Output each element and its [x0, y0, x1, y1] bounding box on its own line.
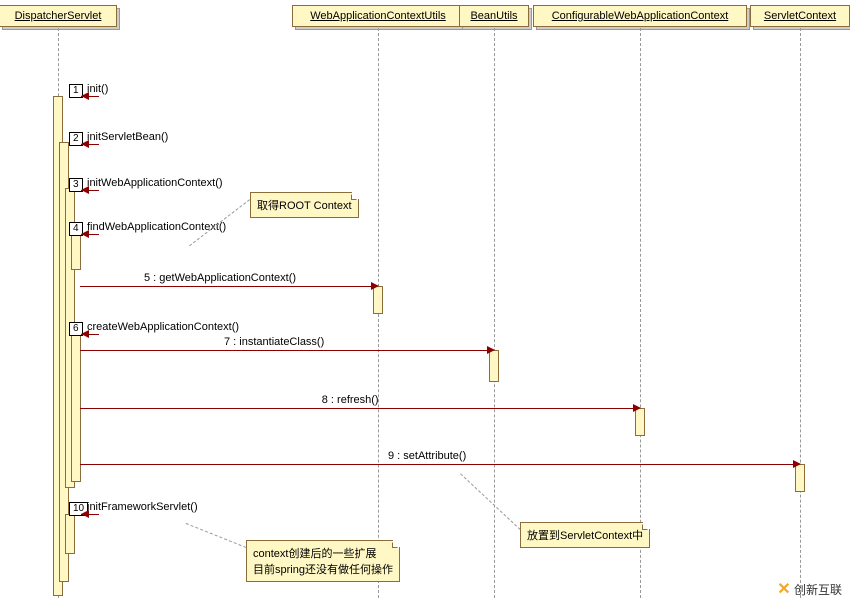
activation-p1	[373, 286, 383, 314]
activation-p3	[635, 408, 645, 436]
msg-label-10: initFrameworkServlet()	[87, 501, 198, 513]
msg-label-5: 5 : getWebApplicationContext()	[144, 272, 296, 284]
msg-label-1: init()	[87, 83, 108, 95]
msg-label-7: 7 : instantiateClass()	[224, 336, 324, 348]
activation-p0	[71, 234, 81, 270]
activation-p2	[489, 350, 499, 382]
lifeline-p3	[640, 28, 641, 598]
msg-arrow-8	[633, 404, 641, 412]
participant-p0: DispatcherServlet	[0, 5, 117, 27]
note3-link	[186, 523, 246, 548]
msg-8	[80, 408, 635, 409]
self-arrow-3	[81, 186, 89, 194]
msg-label-2: initServletBean()	[87, 131, 168, 143]
msg-arrow-5	[371, 282, 379, 290]
msg-arrow-9	[793, 460, 801, 468]
msg-label-8: 8 : refresh()	[322, 394, 379, 406]
msg-label-6: createWebApplicationContext()	[87, 321, 239, 333]
lifeline-p2	[494, 28, 495, 598]
note1: 取得ROOT Context	[250, 192, 359, 218]
msg-7	[80, 350, 489, 351]
note2-link	[460, 473, 521, 530]
self-arrow-1	[81, 92, 89, 100]
participant-p3: ConfigurableWebApplicationContext	[533, 5, 747, 27]
msg-label-9: 9 : setAttribute()	[388, 450, 466, 462]
participant-p1: WebApplicationContextUtils	[292, 5, 464, 27]
activation-p4	[795, 464, 805, 492]
msg-arrow-7	[487, 346, 495, 354]
self-arrow-10	[81, 510, 89, 518]
self-arrow-6	[81, 330, 89, 338]
msg-label-4: findWebApplicationContext()	[87, 221, 226, 233]
participant-p4: ServletContext	[750, 5, 850, 27]
lifeline-p4	[800, 28, 801, 598]
self-arrow-2	[81, 140, 89, 148]
note2: 放置到ServletContext中	[520, 522, 650, 548]
msg-label-3: initWebApplicationContext()	[87, 177, 223, 189]
participant-p2: BeanUtils	[459, 5, 529, 27]
activation-p0	[71, 332, 81, 482]
msg-5	[80, 286, 373, 287]
logo-text: 创新互联	[794, 583, 842, 597]
msg-9	[80, 464, 795, 465]
activation-p0	[65, 514, 75, 554]
watermark-logo: ✕ 创新互联	[777, 579, 842, 599]
self-arrow-4	[81, 230, 89, 238]
note3: context创建后的一些扩展目前spring还没有做任何操作	[246, 540, 400, 582]
